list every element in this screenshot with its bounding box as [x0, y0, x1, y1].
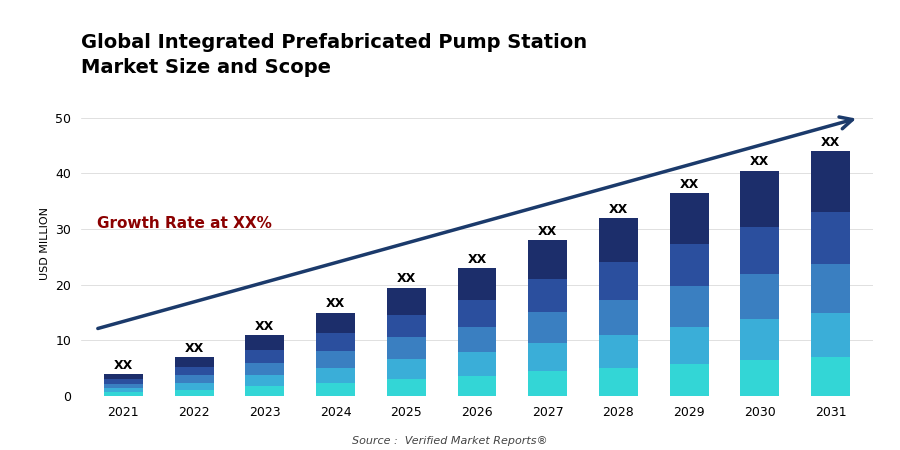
Bar	[246, 350, 284, 363]
Bar	[246, 386, 284, 396]
Text: XX: XX	[821, 136, 841, 149]
Bar	[387, 288, 426, 315]
Bar	[670, 286, 708, 327]
Bar	[457, 376, 497, 396]
Bar	[741, 320, 779, 360]
Bar	[599, 218, 638, 262]
Bar	[316, 351, 355, 368]
Bar	[599, 368, 638, 396]
Bar	[104, 379, 143, 384]
Text: Global Integrated Prefabricated Pump Station
Market Size and Scope: Global Integrated Prefabricated Pump Sta…	[81, 33, 587, 77]
Bar	[387, 338, 426, 359]
Bar	[528, 371, 567, 396]
Bar	[316, 382, 355, 396]
Text: XX: XX	[751, 155, 770, 168]
Bar	[175, 357, 213, 367]
Bar	[811, 264, 850, 313]
Bar	[528, 240, 567, 279]
Bar	[811, 357, 850, 396]
Bar	[457, 352, 497, 376]
Bar	[175, 383, 213, 390]
Bar	[670, 364, 708, 396]
Bar	[104, 374, 143, 379]
Bar	[387, 359, 426, 378]
Bar	[670, 193, 708, 244]
Bar	[457, 268, 497, 300]
Bar	[811, 151, 850, 212]
Bar	[670, 244, 708, 286]
Bar	[246, 335, 284, 350]
Text: XX: XX	[608, 203, 628, 216]
Text: Growth Rate at XX%: Growth Rate at XX%	[97, 216, 272, 231]
Bar	[741, 360, 779, 396]
Bar	[316, 368, 355, 382]
Bar	[528, 343, 567, 371]
Text: XX: XX	[326, 297, 346, 310]
Bar	[528, 312, 567, 343]
Bar	[741, 274, 779, 320]
Text: XX: XX	[538, 225, 557, 238]
Text: XX: XX	[184, 342, 203, 355]
Bar	[599, 335, 638, 368]
Bar	[104, 392, 143, 396]
Bar	[387, 378, 426, 396]
Bar	[104, 388, 143, 392]
Bar	[175, 390, 213, 396]
Y-axis label: USD MILLION: USD MILLION	[40, 207, 50, 279]
Bar	[316, 313, 355, 333]
Text: Source :  Verified Market Reports®: Source : Verified Market Reports®	[352, 436, 548, 446]
Text: XX: XX	[680, 178, 698, 191]
Bar	[104, 384, 143, 388]
Bar	[599, 300, 638, 335]
Text: XX: XX	[397, 272, 416, 285]
Text: XX: XX	[113, 359, 133, 372]
Bar	[599, 262, 638, 300]
Bar	[246, 363, 284, 375]
Bar	[811, 313, 850, 357]
Bar	[457, 300, 497, 327]
Bar	[457, 327, 497, 352]
Bar	[175, 375, 213, 383]
Bar	[246, 375, 284, 386]
Bar	[741, 171, 779, 227]
Bar	[670, 327, 708, 364]
Bar	[387, 315, 426, 338]
Text: XX: XX	[467, 253, 487, 266]
Bar	[741, 227, 779, 274]
Bar	[316, 333, 355, 351]
Bar	[528, 279, 567, 312]
Bar	[175, 367, 213, 375]
Bar	[811, 212, 850, 264]
Text: XX: XX	[256, 320, 274, 333]
